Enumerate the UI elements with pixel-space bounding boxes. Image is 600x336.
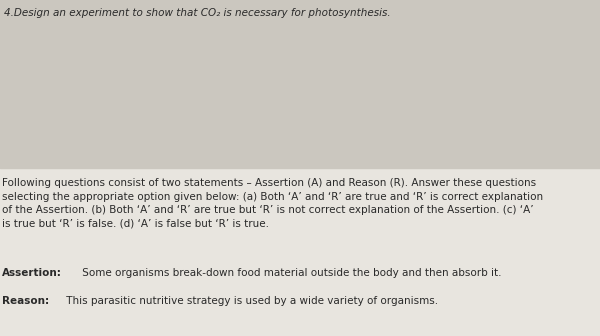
Bar [0, 0, 600, 168]
Text: Assertion:: Assertion: [2, 268, 62, 278]
Text: 4.Design an experiment to show that CO₂ is necessary for photosynthesis.: 4.Design an experiment to show that CO₂ … [4, 8, 391, 18]
Text: Following questions consist of two statements – Assertion (A) and Reason (R). An: Following questions consist of two state… [2, 178, 543, 229]
Text: Some organisms break-down food material outside the body and then absorb it.: Some organisms break-down food material … [79, 268, 502, 278]
Text: This parasitic nutritive strategy is used by a wide variety of organisms.: This parasitic nutritive strategy is use… [63, 296, 438, 306]
Text: Reason:: Reason: [2, 296, 49, 306]
